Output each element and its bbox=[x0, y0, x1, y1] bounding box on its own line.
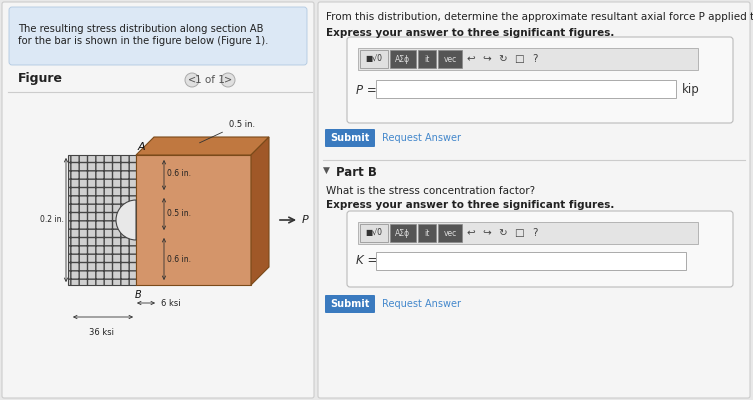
Text: 0.5 in.: 0.5 in. bbox=[167, 208, 191, 218]
FancyBboxPatch shape bbox=[325, 295, 375, 313]
Circle shape bbox=[185, 73, 199, 87]
Polygon shape bbox=[136, 137, 269, 155]
Text: Express your answer to three significant figures.: Express your answer to three significant… bbox=[326, 28, 614, 38]
Text: Part B: Part B bbox=[336, 166, 376, 179]
Text: 0.6 in.: 0.6 in. bbox=[167, 170, 191, 178]
Text: ↩: ↩ bbox=[467, 228, 475, 238]
Text: Submit: Submit bbox=[331, 133, 370, 143]
Circle shape bbox=[221, 73, 235, 87]
Text: ↻: ↻ bbox=[498, 54, 508, 64]
Text: ↪: ↪ bbox=[483, 228, 492, 238]
Wedge shape bbox=[116, 200, 136, 240]
Bar bbox=[358, 48, 698, 70]
Text: ΑΣϕ: ΑΣϕ bbox=[395, 228, 410, 238]
Text: 36 ksi: 36 ksi bbox=[90, 328, 114, 337]
Text: ↩: ↩ bbox=[467, 54, 475, 64]
Text: for the bar is shown in the figure below (Figure 1).: for the bar is shown in the figure below… bbox=[18, 36, 268, 46]
Text: ■√0: ■√0 bbox=[365, 228, 383, 238]
Text: A: A bbox=[138, 142, 145, 152]
Text: 1 of 1: 1 of 1 bbox=[195, 75, 225, 85]
Text: ΑΣϕ: ΑΣϕ bbox=[395, 54, 410, 64]
Text: ?: ? bbox=[532, 228, 538, 238]
Text: K =: K = bbox=[356, 254, 377, 268]
Text: ?: ? bbox=[532, 54, 538, 64]
Text: The resulting stress distribution along section AB: The resulting stress distribution along … bbox=[18, 24, 264, 34]
Text: ↪: ↪ bbox=[483, 54, 492, 64]
Text: >: > bbox=[224, 75, 232, 85]
Text: 0.2 in.: 0.2 in. bbox=[40, 216, 64, 224]
Text: 0.6 in.: 0.6 in. bbox=[167, 254, 191, 264]
Text: ▼: ▼ bbox=[323, 166, 330, 175]
Bar bbox=[418, 50, 436, 68]
Text: B: B bbox=[135, 290, 142, 300]
Bar bbox=[136, 155, 251, 285]
Text: ■√0: ■√0 bbox=[365, 54, 383, 64]
Bar bbox=[360, 50, 388, 68]
Bar bbox=[418, 224, 436, 242]
Bar bbox=[68, 155, 136, 285]
Text: P =: P = bbox=[356, 84, 376, 96]
Text: vec: vec bbox=[444, 228, 456, 238]
Text: Figure: Figure bbox=[18, 72, 63, 85]
Bar bbox=[358, 222, 698, 244]
Bar bbox=[376, 80, 676, 98]
Text: it: it bbox=[424, 228, 430, 238]
Text: it: it bbox=[424, 54, 430, 64]
Text: 0.5 in.: 0.5 in. bbox=[229, 120, 255, 129]
Bar bbox=[360, 224, 388, 242]
Text: ↻: ↻ bbox=[498, 228, 508, 238]
Bar bbox=[390, 50, 416, 68]
Text: Express your answer to three significant figures.: Express your answer to three significant… bbox=[326, 200, 614, 210]
Bar bbox=[438, 50, 462, 68]
Text: From this distribution, determine the approximate resultant axial force P applie: From this distribution, determine the ap… bbox=[326, 12, 753, 22]
Text: <: < bbox=[188, 75, 196, 85]
Text: Submit: Submit bbox=[331, 299, 370, 309]
FancyBboxPatch shape bbox=[325, 129, 375, 147]
Bar bbox=[438, 224, 462, 242]
Text: What is the stress concentration factor?: What is the stress concentration factor? bbox=[326, 186, 535, 196]
Text: P: P bbox=[302, 215, 309, 225]
Text: Request Answer: Request Answer bbox=[382, 299, 461, 309]
Text: 6 ksi: 6 ksi bbox=[161, 298, 181, 308]
FancyBboxPatch shape bbox=[2, 2, 314, 398]
Bar bbox=[390, 224, 416, 242]
FancyBboxPatch shape bbox=[318, 2, 750, 398]
Text: Request Answer: Request Answer bbox=[382, 133, 461, 143]
Text: □: □ bbox=[514, 54, 524, 64]
FancyBboxPatch shape bbox=[347, 211, 733, 287]
FancyBboxPatch shape bbox=[9, 7, 307, 65]
Polygon shape bbox=[251, 137, 269, 285]
Text: □: □ bbox=[514, 228, 524, 238]
Bar bbox=[376, 252, 686, 270]
Text: kip: kip bbox=[682, 82, 700, 96]
FancyBboxPatch shape bbox=[347, 37, 733, 123]
Text: vec: vec bbox=[444, 54, 456, 64]
